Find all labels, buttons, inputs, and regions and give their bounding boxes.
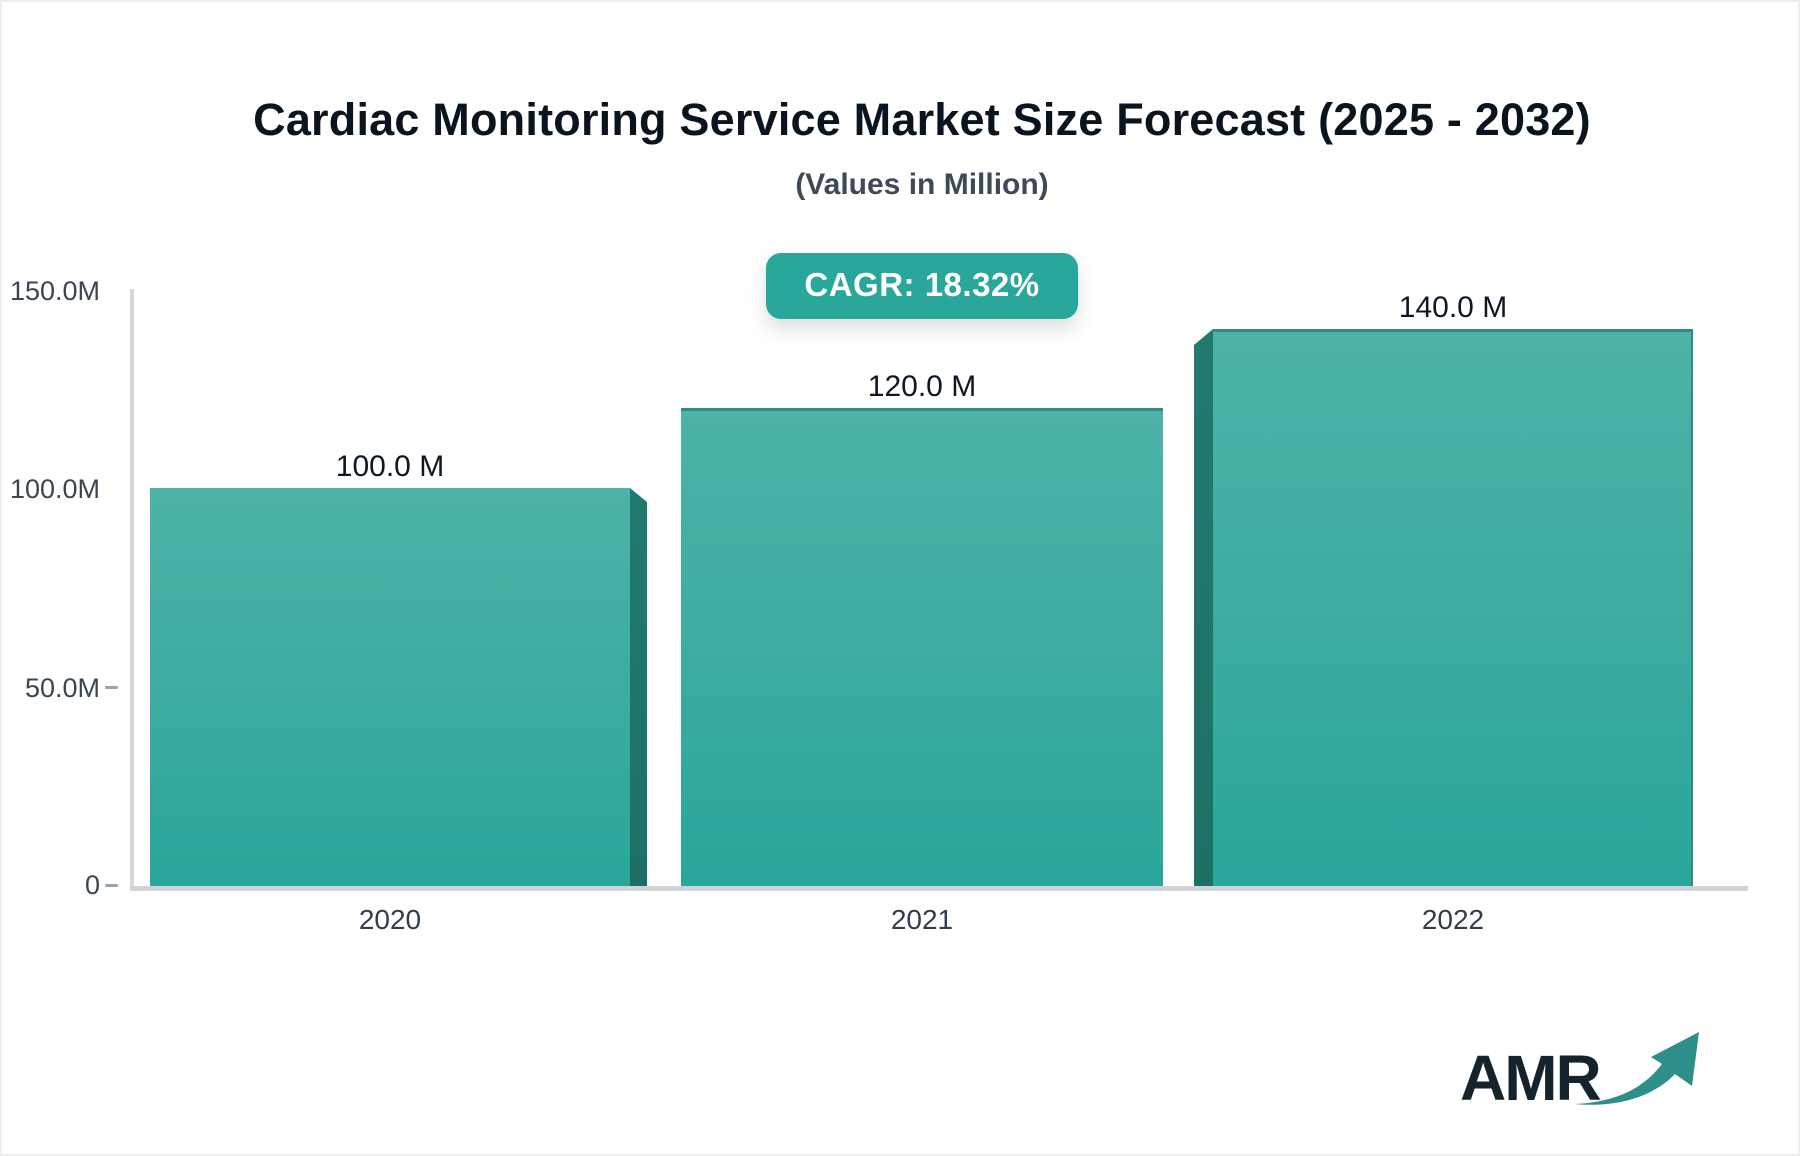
x-tick-label-2021: 2021: [890, 904, 954, 935]
bar-2022: [1213, 329, 1693, 886]
x-tick-label-2022: 2022: [1421, 904, 1485, 935]
bar-2021: [681, 408, 1163, 886]
amr-logo-text: AMR: [1460, 1042, 1602, 1114]
y-tick-label-50: 50.0M: [24, 673, 100, 703]
cagr-badge: CAGR: 18.32%: [766, 253, 1078, 319]
bar-value-label-2021: 120.0 M: [867, 370, 977, 403]
y-tick-label-0: 0: [84, 870, 100, 900]
y-tick-mark-50: [105, 686, 118, 689]
cagr-badge-row: CAGR: 18.32%: [44, 253, 1800, 319]
x-axis-line: [130, 886, 1748, 891]
amr-logo: AMR: [1460, 1024, 1700, 1114]
bar-value-label-2020: 100.0 M: [335, 450, 445, 483]
growth-arrow-icon: [1575, 1032, 1699, 1105]
x-tick-label-2020: 2020: [358, 904, 422, 935]
bar-2020: [150, 488, 630, 886]
bar-2022-side-face: [1194, 329, 1213, 886]
y-tick-mark-0: [105, 884, 118, 887]
chart-subtitle: (Values in Million): [795, 168, 1049, 201]
y-axis-line: [130, 289, 134, 891]
bar-value-label-2022: 140.0 M: [1398, 291, 1508, 324]
y-tick-label-150: 150.0M: [9, 276, 100, 306]
y-tick-label-100: 100.0M: [9, 474, 100, 504]
chart-title: Cardiac Monitoring Service Market Size F…: [253, 94, 1591, 145]
bar-2020-side-face: [630, 488, 647, 886]
